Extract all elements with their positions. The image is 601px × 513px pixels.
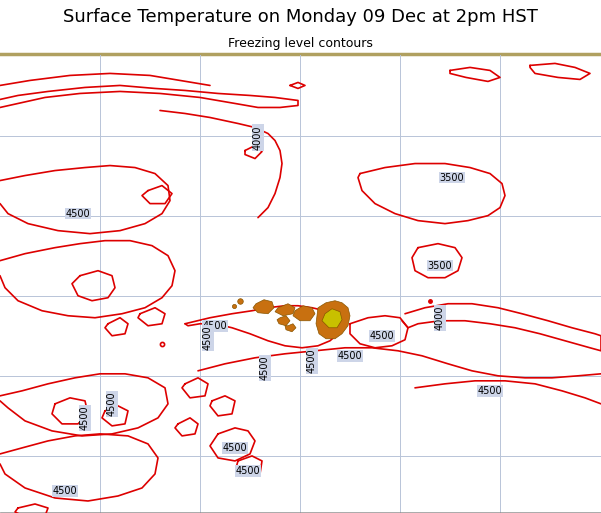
Polygon shape [275,304,295,315]
Text: 3500: 3500 [440,172,465,183]
Polygon shape [322,309,342,328]
Polygon shape [293,306,315,321]
Text: 4500: 4500 [307,348,317,373]
Text: 4500: 4500 [53,486,78,496]
Text: 4500: 4500 [338,351,362,361]
Text: 4500: 4500 [203,321,227,331]
Text: 4500: 4500 [260,356,270,380]
Polygon shape [253,300,274,314]
Text: 4500: 4500 [80,406,90,430]
Text: 4500: 4500 [203,325,213,350]
Text: 4000: 4000 [253,125,263,150]
Text: Surface Temperature on Monday 09 Dec at 2pm HST: Surface Temperature on Monday 09 Dec at … [63,8,538,26]
Text: 4500: 4500 [478,386,502,396]
Text: 3500: 3500 [428,261,453,271]
Text: 4000: 4000 [435,306,445,330]
Text: Freezing level contours: Freezing level contours [228,37,373,50]
Polygon shape [277,315,290,326]
Text: 4500: 4500 [370,331,394,341]
Text: 4500: 4500 [223,443,248,453]
Text: 4500: 4500 [236,466,260,476]
Polygon shape [316,301,350,339]
Text: 4500: 4500 [66,209,90,219]
Polygon shape [285,324,296,332]
Text: 4500: 4500 [107,391,117,416]
